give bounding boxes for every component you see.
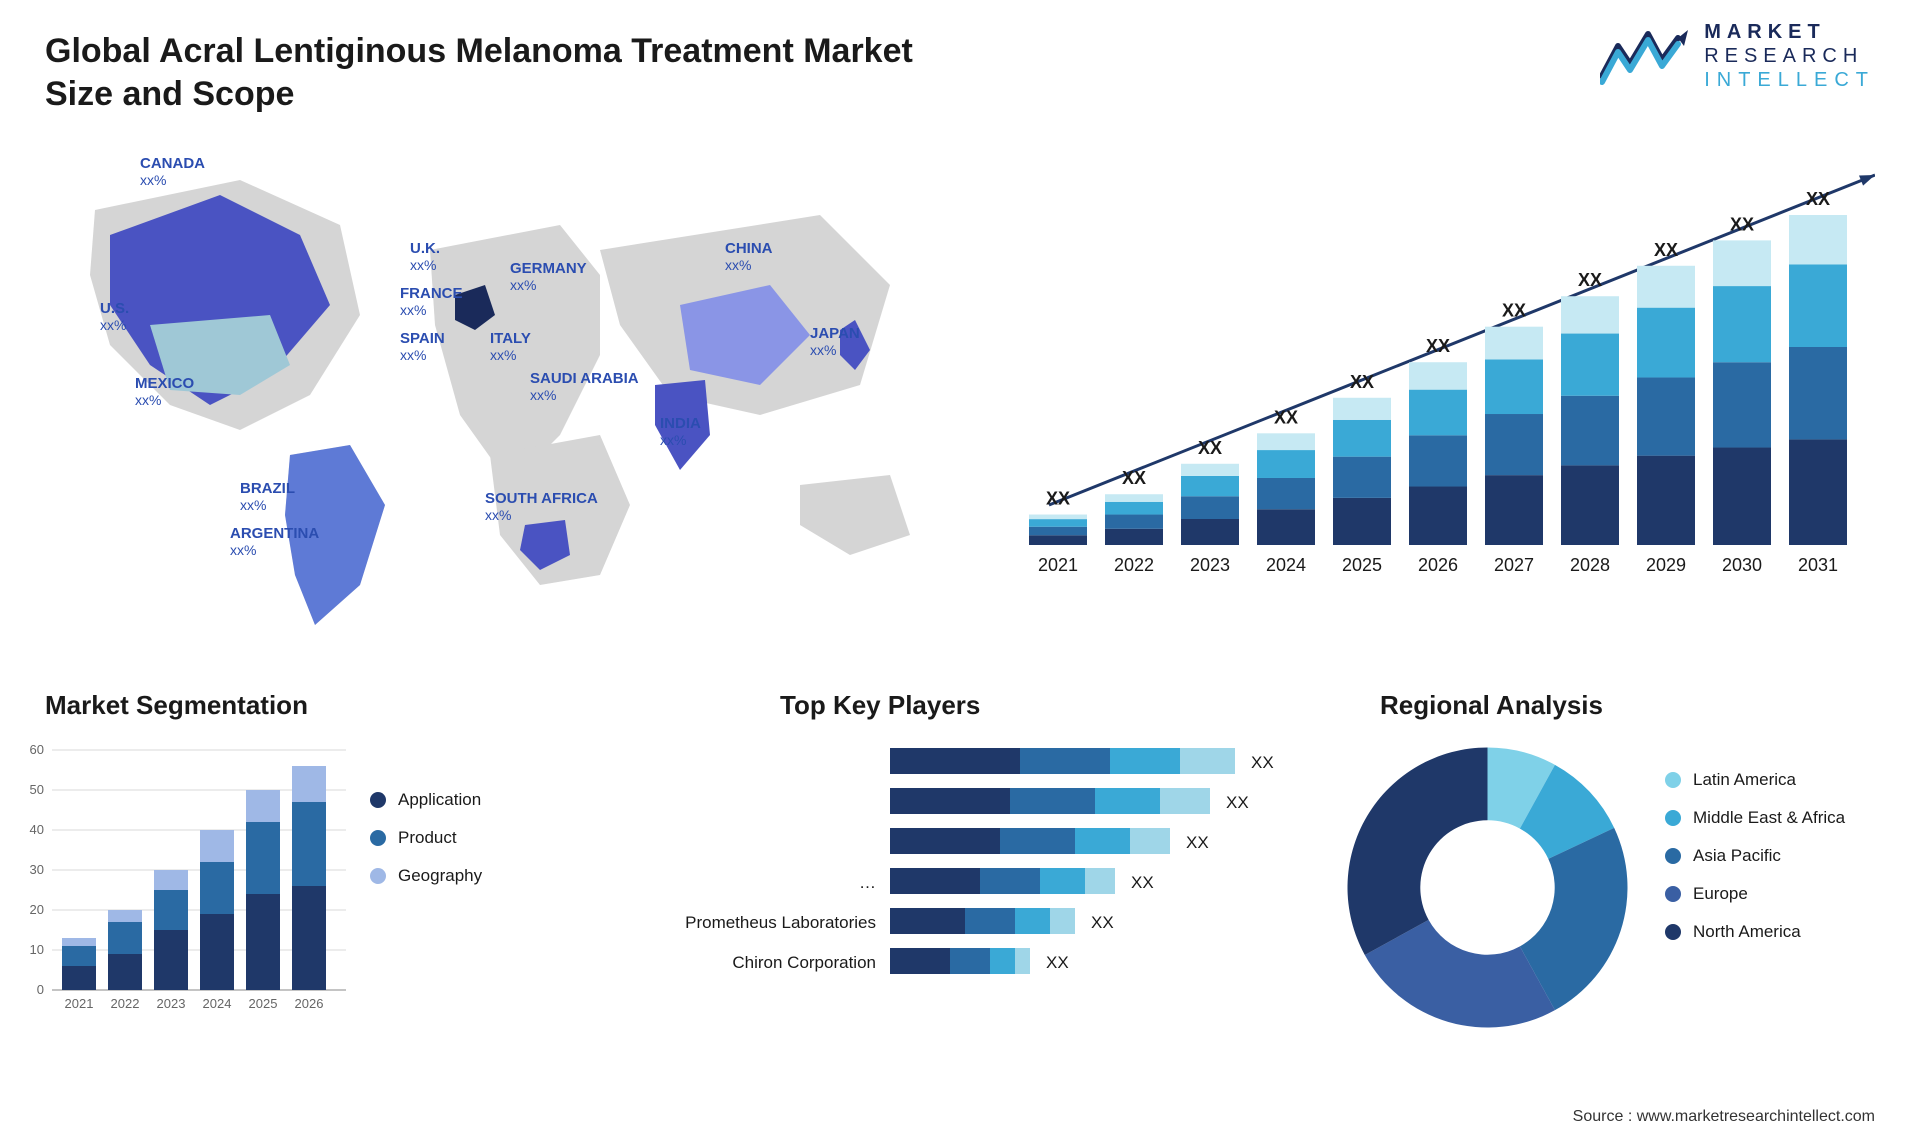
source-text: Source : www.marketresearchintellect.com: [1573, 1108, 1875, 1126]
svg-text:2025: 2025: [1342, 555, 1382, 575]
svg-text:XX: XX: [1578, 270, 1602, 290]
map-label-mexico: MEXICOxx%: [135, 375, 194, 408]
svg-text:XX: XX: [1251, 753, 1274, 772]
svg-text:XX: XX: [1122, 468, 1146, 488]
brand-logo-icon: [1600, 26, 1690, 86]
regional-donut: [1340, 740, 1635, 1035]
region-legend-latin-america: Latin America: [1665, 770, 1845, 790]
svg-text:XX: XX: [1131, 873, 1154, 892]
map-label-italy: ITALYxx%: [490, 330, 531, 363]
svg-text:0: 0: [37, 982, 44, 997]
region-legend-north-america: North America: [1665, 922, 1845, 942]
svg-text:2021: 2021: [1038, 555, 1078, 575]
world-map: CANADAxx% U.S.xx% MEXICOxx% BRAZILxx% ARGENT…: [40, 155, 940, 625]
seg-legend-application: Application: [370, 790, 482, 810]
svg-text:XX: XX: [1350, 372, 1374, 392]
map-label-saudi-arabia: SAUDI ARABIAxx%: [530, 370, 639, 403]
svg-text:2026: 2026: [1418, 555, 1458, 575]
svg-text:10: 10: [30, 942, 44, 957]
brand-line1: MARKET: [1704, 20, 1875, 44]
segmentation-title: Market Segmentation: [45, 690, 565, 721]
regional-title: Regional Analysis: [1380, 690, 1880, 721]
seg-legend-geography: Geography: [370, 866, 482, 886]
svg-text:XX: XX: [1502, 301, 1526, 321]
regional-legend: Latin America Middle East & Africa Asia Pa…: [1665, 770, 1845, 960]
svg-text:2031: 2031: [1798, 555, 1838, 575]
svg-text:2023: 2023: [157, 996, 186, 1011]
svg-text:2022: 2022: [111, 996, 140, 1011]
svg-text:XX: XX: [1654, 240, 1678, 260]
map-label-japan: JAPANxx%: [810, 325, 860, 358]
svg-text:50: 50: [30, 782, 44, 797]
svg-text:XX: XX: [1426, 336, 1450, 356]
svg-text:XX: XX: [1730, 214, 1754, 234]
svg-text:20: 20: [30, 902, 44, 917]
svg-text:2023: 2023: [1190, 555, 1230, 575]
svg-text:30: 30: [30, 862, 44, 877]
map-label-brazil: BRAZILxx%: [240, 480, 295, 513]
svg-text:Prometheus Laboratories: Prometheus Laboratories: [685, 913, 876, 932]
map-label-u-k-: U.K.xx%: [410, 240, 440, 273]
brand-line3: INTELLECT: [1704, 68, 1875, 92]
svg-text:XX: XX: [1046, 489, 1070, 509]
svg-text:2030: 2030: [1722, 555, 1762, 575]
map-label-u-s-: U.S.xx%: [100, 300, 129, 333]
segmentation-legend: Application Product Geography: [370, 790, 482, 904]
brand-line2: RESEARCH: [1704, 44, 1875, 68]
svg-text:XX: XX: [1226, 793, 1249, 812]
brand-block: MARKET RESEARCH INTELLECT: [1600, 20, 1875, 92]
main-bar-chart: XX 2021 XX 2022 XX 2023 XX 2024 XX 2025 XX 2026 XX 20…: [1015, 155, 1875, 585]
svg-text:2022: 2022: [1114, 555, 1154, 575]
svg-text:Chiron Corporation: Chiron Corporation: [732, 953, 876, 972]
svg-text:2027: 2027: [1494, 555, 1534, 575]
svg-text:60: 60: [30, 742, 44, 757]
segmentation-chart: 0 10 20 30 40 50 60 2021 2022 2023 2024 2025 2026: [20, 740, 350, 1020]
map-label-india: INDIAxx%: [660, 415, 701, 448]
key-players-chart: XX XX XX XX … XX Prometheus Laboratories XX Chir…: [660, 740, 1280, 1040]
region-legend-middle-east-africa: Middle East & Africa: [1665, 808, 1845, 828]
map-label-china: CHINAxx%: [725, 240, 773, 273]
svg-text:XX: XX: [1198, 438, 1222, 458]
svg-text:XX: XX: [1186, 833, 1209, 852]
region-legend-asia-pacific: Asia Pacific: [1665, 846, 1845, 866]
svg-text:2021: 2021: [65, 996, 94, 1011]
svg-text:2026: 2026: [295, 996, 324, 1011]
svg-text:40: 40: [30, 822, 44, 837]
map-label-france: FRANCExx%: [400, 285, 463, 318]
map-label-germany: GERMANYxx%: [510, 260, 587, 293]
svg-text:…: …: [859, 873, 876, 892]
svg-text:XX: XX: [1091, 913, 1114, 932]
region-legend-europe: Europe: [1665, 884, 1845, 904]
svg-text:2024: 2024: [1266, 555, 1306, 575]
svg-text:2029: 2029: [1646, 555, 1686, 575]
page-title: Global Acral Lentiginous Melanoma Treatm…: [45, 30, 945, 115]
svg-text:2024: 2024: [203, 996, 232, 1011]
key-players-title: Top Key Players: [780, 690, 1280, 721]
map-label-canada: CANADAxx%: [140, 155, 205, 188]
svg-text:2025: 2025: [249, 996, 278, 1011]
map-label-argentina: ARGENTINAxx%: [230, 525, 319, 558]
svg-text:2028: 2028: [1570, 555, 1610, 575]
svg-text:XX: XX: [1274, 407, 1298, 427]
svg-text:XX: XX: [1806, 189, 1830, 209]
svg-text:XX: XX: [1046, 953, 1069, 972]
seg-legend-product: Product: [370, 828, 482, 848]
map-label-spain: SPAINxx%: [400, 330, 445, 363]
map-label-south-africa: SOUTH AFRICAxx%: [485, 490, 598, 523]
